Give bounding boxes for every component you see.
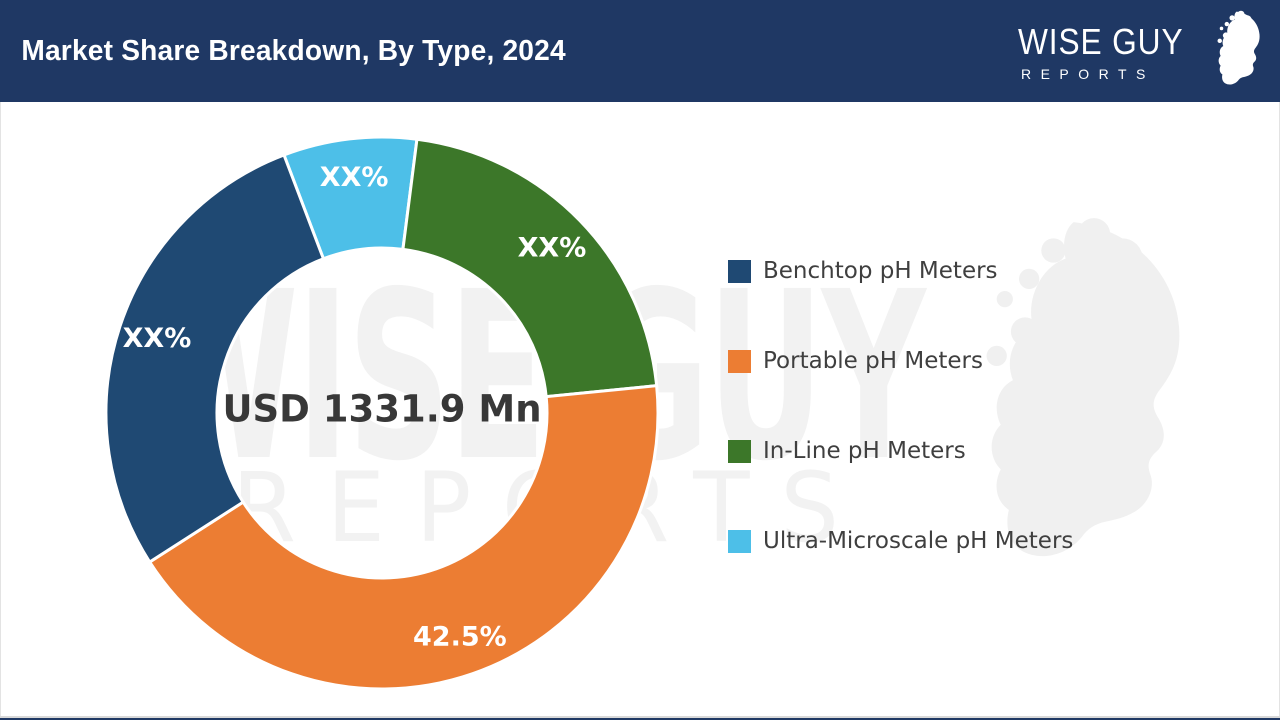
legend-label: Ultra-Microscale pH Meters [763, 528, 1074, 554]
logo-line2: REPORTS [1020, 65, 1155, 82]
legend-swatch-inline [728, 439, 751, 463]
logo-face-icon [1202, 9, 1264, 93]
slice-benchtop-ph-meters [104, 153, 326, 565]
donut-slices [104, 135, 660, 691]
slice-portable-ph-meters [147, 384, 660, 691]
slice-label: 42.5% [413, 621, 507, 652]
slice-label: XX% [518, 232, 587, 263]
slice-label: XX% [320, 162, 389, 193]
legend-item-portable: Portable pH Meters [728, 344, 1073, 378]
header-bar: Market Share Breakdown, By Type, 2024 WI… [0, 0, 1280, 102]
legend-item-benchtop: Benchtop pH Meters [728, 254, 1073, 288]
logo-text: WISE GUY REPORTS [1018, 21, 1206, 82]
legend-label: In-Line pH Meters [763, 438, 966, 464]
legend-label: Portable pH Meters [763, 348, 983, 374]
donut-slice-labels: XX% XX% 42.5% XX% [123, 162, 587, 652]
footer-hairline [0, 716, 1280, 718]
page-title: Market Share Breakdown, By Type, 2024 [21, 34, 566, 67]
slice-label: XX% [123, 323, 192, 354]
legend-label: Benchtop pH Meters [763, 258, 998, 284]
slice-in-line-ph-meters [401, 137, 659, 399]
legend-swatch-ultra [728, 529, 751, 553]
footer-bar [0, 718, 1280, 720]
donut-center-value: USD 1331.9 Mn [222, 388, 541, 431]
wiseguy-logo: WISE GUY REPORTS [1018, 6, 1264, 96]
legend-item-ultra: Ultra-Microscale pH Meters [728, 524, 1073, 558]
legend-swatch-benchtop [728, 259, 751, 283]
logo-line1: WISE GUY [1017, 20, 1184, 62]
legend-swatch-portable [728, 349, 751, 373]
legend-item-inline: In-Line pH Meters [728, 434, 1073, 468]
chart-legend: Benchtop pH Meters Portable pH Meters In… [728, 254, 1073, 558]
